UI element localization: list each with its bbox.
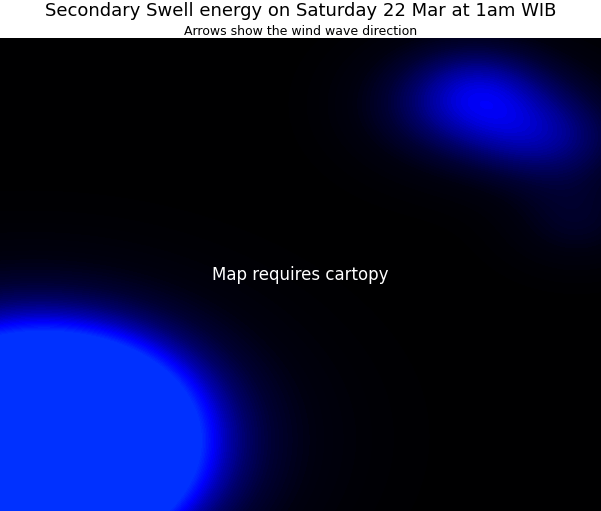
Text: Arrows show the wind wave direction: Arrows show the wind wave direction <box>184 25 417 38</box>
Text: Map requires cartopy: Map requires cartopy <box>212 266 389 284</box>
Text: Secondary Swell energy on Saturday 22 Mar at 1am WIB: Secondary Swell energy on Saturday 22 Ma… <box>45 2 556 20</box>
